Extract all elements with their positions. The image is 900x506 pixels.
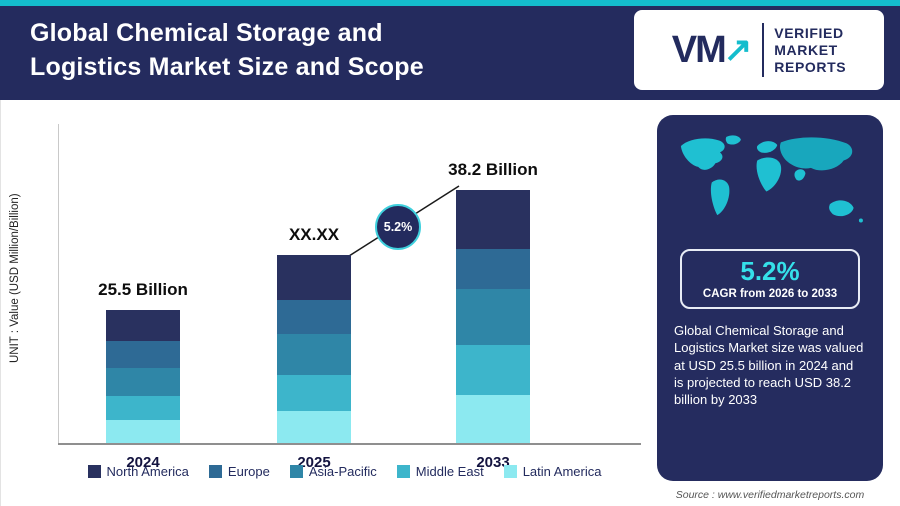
segment-europe (456, 248, 530, 290)
plot-area: 5.2% 25.5 Billion 2024 XX.XX 2025 38.2 Billi… (1, 100, 656, 506)
segment-asia-pacific (456, 289, 530, 345)
legend-swatch (208, 465, 222, 478)
legend-label: Latin America (522, 464, 602, 479)
logo-divider (762, 23, 765, 77)
bar-value-label-2033: 38.2 Billion (448, 160, 538, 179)
segment-middle-east (456, 344, 530, 396)
legend-swatch (289, 465, 303, 478)
chart-legend: North America Europe Asia-Pacific Middle Ea… (41, 464, 648, 479)
legend-item-europe: Europe (208, 464, 270, 479)
segment-middle-east (106, 396, 180, 421)
cagr-badge: 5.2% (375, 204, 421, 250)
logo-word-market: MARKET (774, 41, 838, 58)
segment-middle-east (277, 375, 351, 411)
arrow-up-right-icon: ↗ (723, 31, 753, 69)
world-map (680, 135, 863, 223)
segment-north-america (456, 190, 530, 249)
x-axis-label-2025: 2025 (297, 454, 331, 471)
legend-item-north-america: North America (87, 464, 189, 479)
legend-label: Asia-Pacific (308, 464, 377, 479)
bar-2033 (456, 190, 530, 443)
chart-region: UNIT : Value (USD Million/Billion) 5.2% … (0, 100, 656, 506)
bar-value-label-2025: XX.XX (288, 225, 340, 244)
segment-north-america (277, 255, 351, 300)
cagr-caption: CAGR from 2026 to 2033 (702, 288, 838, 300)
page-title: Global Chemical Storage and Logistics Ma… (30, 16, 424, 84)
segment-latin-america (277, 410, 351, 443)
legend-swatch (396, 465, 410, 478)
y-axis-line (58, 124, 59, 443)
logo-word-verified: VERIFIED (774, 24, 844, 41)
x-axis-label-2033: 2033 (476, 454, 510, 471)
legend-item-middle-east: Middle East (396, 464, 484, 479)
vmr-logo-mark: VM ↗ (672, 29, 753, 72)
info-panel: 5.2% CAGR from 2026 to 2033 Global Chemi… (657, 115, 883, 481)
segment-asia-pacific (106, 367, 180, 397)
bar-2024 (106, 310, 180, 443)
header: Global Chemical Storage and Logistics Ma… (0, 0, 900, 100)
legend-label: Middle East (415, 464, 484, 479)
logo-word-reports: REPORTS (774, 58, 847, 75)
segment-asia-pacific (277, 334, 351, 376)
legend-swatch (503, 465, 517, 478)
x-axis-line (58, 443, 641, 445)
source-attribution: Source : www.verifiedmarketreports.com (675, 489, 865, 501)
title-line-2: Logistics Market Size and Scope (30, 53, 424, 81)
legend-item-latin-america: Latin America (503, 464, 602, 479)
legend-item-asia-pacific: Asia-Pacific (289, 464, 377, 479)
cagr-value: 5.2% (740, 256, 800, 286)
title-line-1: Global Chemical Storage and (30, 19, 383, 47)
x-axis-label-2024: 2024 (126, 454, 160, 471)
market-summary-text: Global Chemical Storage and Logistics Ma… (674, 323, 864, 408)
cagr-box: 5.2% CAGR from 2026 to 2033 (680, 249, 860, 309)
segment-europe (277, 300, 351, 335)
bar-2025 (277, 255, 351, 443)
vmr-logo: VM ↗ VERIFIED MARKET REPORTS (634, 10, 884, 90)
legend-label: North America (106, 464, 189, 479)
segment-north-america (106, 310, 180, 341)
legend-swatch (87, 465, 101, 478)
bar-value-label-2024: 25.5 Billion (98, 280, 188, 299)
segment-latin-america (106, 420, 180, 443)
segment-latin-america (456, 395, 530, 443)
vmr-logo-letters: VM (671, 28, 727, 71)
segment-europe (106, 340, 180, 368)
header-accent-bar (0, 0, 900, 6)
legend-label: Europe (227, 464, 270, 479)
logo-wordmark: VERIFIED MARKET REPORTS (774, 25, 846, 76)
